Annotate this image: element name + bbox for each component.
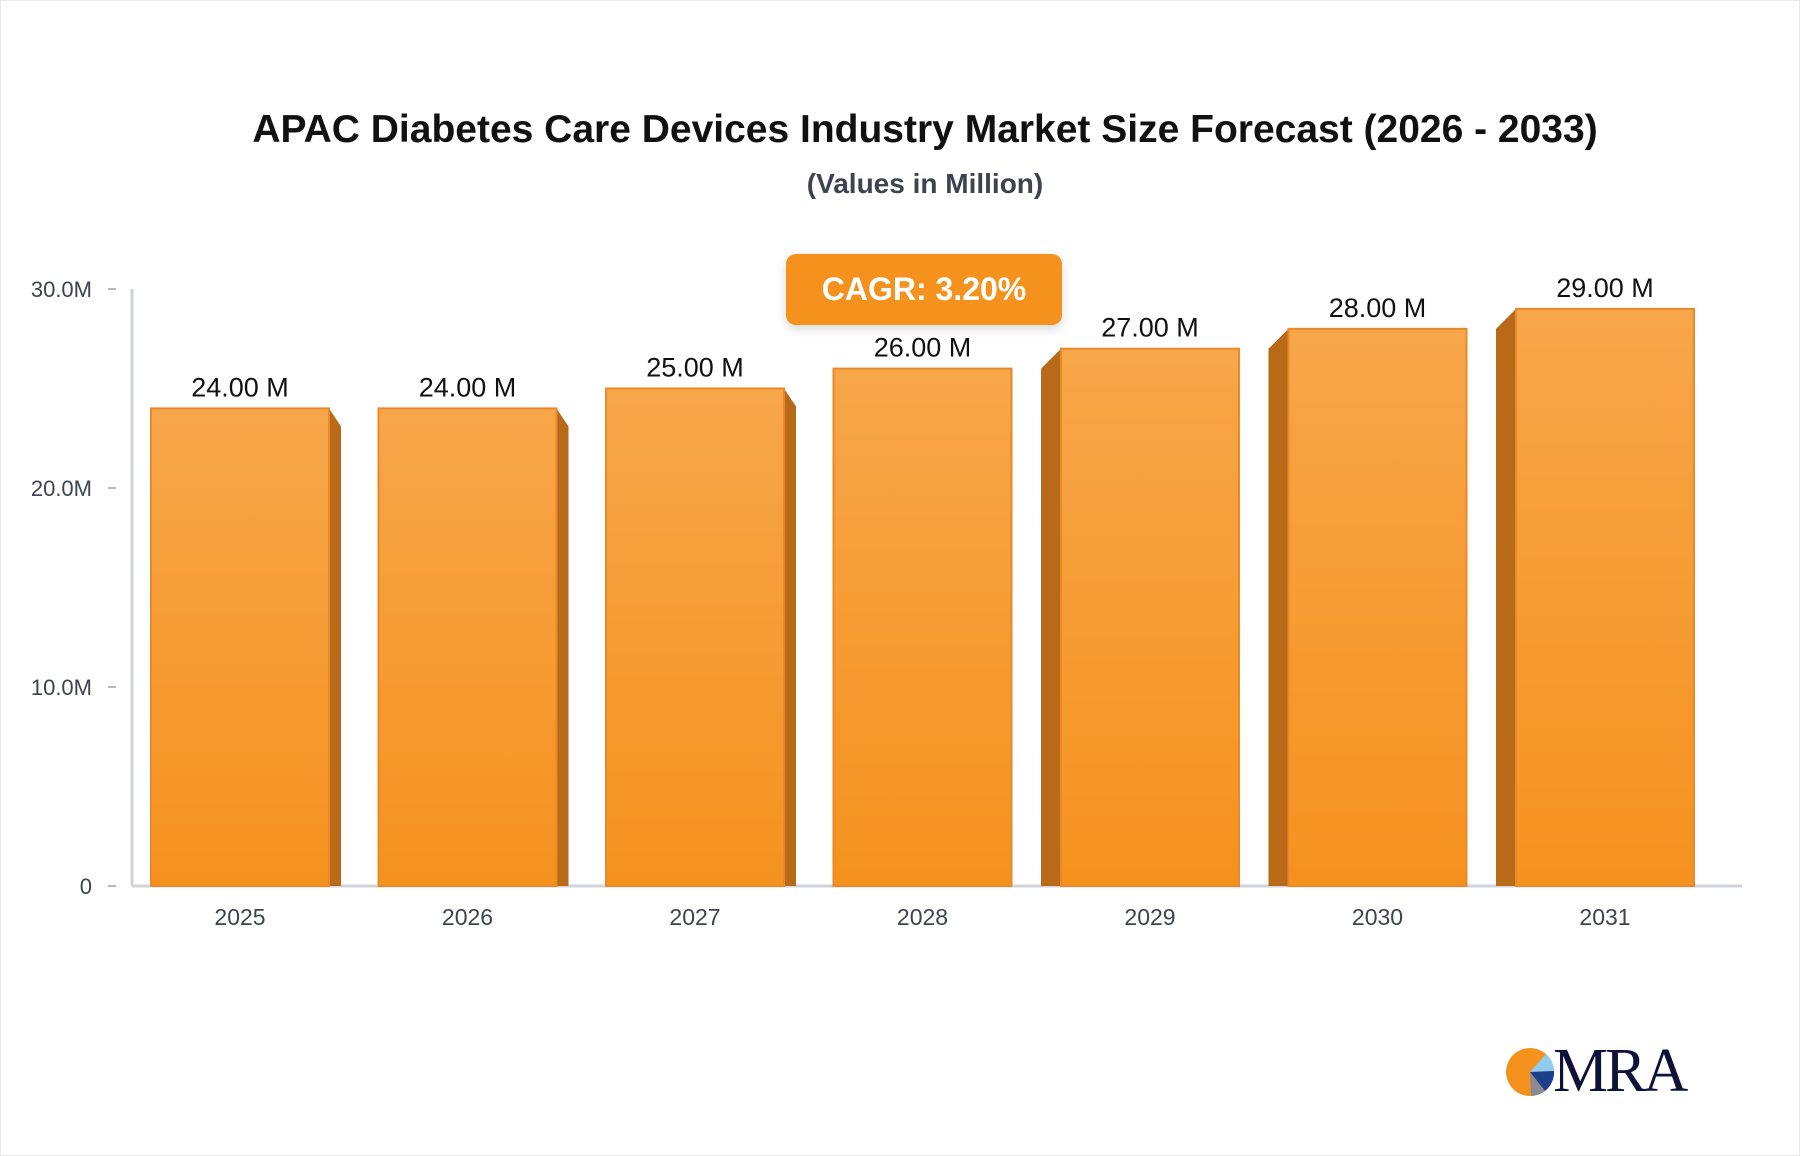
data-label: 26.00 M xyxy=(874,333,972,363)
cagr-badge: CAGR: 3.20% xyxy=(786,254,1062,325)
y-tick-label: 30.0M xyxy=(31,277,92,302)
bar-side xyxy=(329,408,341,886)
data-label: 29.00 M xyxy=(1556,273,1654,303)
bar-side xyxy=(1041,348,1061,886)
bar xyxy=(377,407,558,887)
x-tick-label: 2030 xyxy=(1352,904,1403,930)
data-label: 24.00 M xyxy=(419,372,517,402)
y-tick-label: 0 xyxy=(80,874,92,899)
x-tick-label: 2027 xyxy=(669,904,720,930)
data-label: 24.00 M xyxy=(191,372,289,402)
data-label: 27.00 M xyxy=(1101,313,1199,343)
bar xyxy=(1515,307,1695,887)
bar-side xyxy=(1268,328,1289,886)
bar-side xyxy=(1496,308,1516,886)
bar-2026: 24.00 M 2026 xyxy=(377,372,569,930)
bar-2028: 26.00 M 2028 xyxy=(832,333,1013,930)
x-tick-label: 2025 xyxy=(214,904,265,930)
x-tick-label: 2029 xyxy=(1124,904,1175,930)
bar-side xyxy=(556,408,569,886)
y-tick-label: 20.0M xyxy=(31,476,92,501)
bar xyxy=(150,407,330,887)
mra-logo: MRA xyxy=(1505,1037,1695,1105)
data-label: 25.00 M xyxy=(646,353,744,383)
bar xyxy=(605,387,785,887)
x-tick-label: 2026 xyxy=(442,904,493,930)
bar-2031: 29.00 M 2031 xyxy=(1496,273,1695,930)
bar-2029: 27.00 M 2029 xyxy=(1041,313,1240,930)
bar-2030: 28.00 M 2030 xyxy=(1268,293,1468,930)
bar-2025: 24.00 M 2025 xyxy=(150,372,341,930)
bar-side xyxy=(784,388,796,886)
pie-logo-icon xyxy=(1506,1048,1555,1096)
x-tick-label: 2031 xyxy=(1579,904,1630,930)
y-tick-label: 10.0M xyxy=(31,675,92,700)
logo-text: MRA xyxy=(1553,1037,1688,1105)
x-tick-label: 2028 xyxy=(897,904,948,930)
bar xyxy=(832,367,1013,888)
bar-2027: 25.00 M 2027 xyxy=(605,353,796,930)
chart-subtitle: (Values in Million) xyxy=(806,168,1044,199)
bar xyxy=(1060,347,1240,887)
data-label: 28.00 M xyxy=(1329,293,1427,323)
bar xyxy=(1287,327,1468,887)
chart-title: APAC Diabetes Care Devices Industry Mark… xyxy=(252,108,1598,151)
